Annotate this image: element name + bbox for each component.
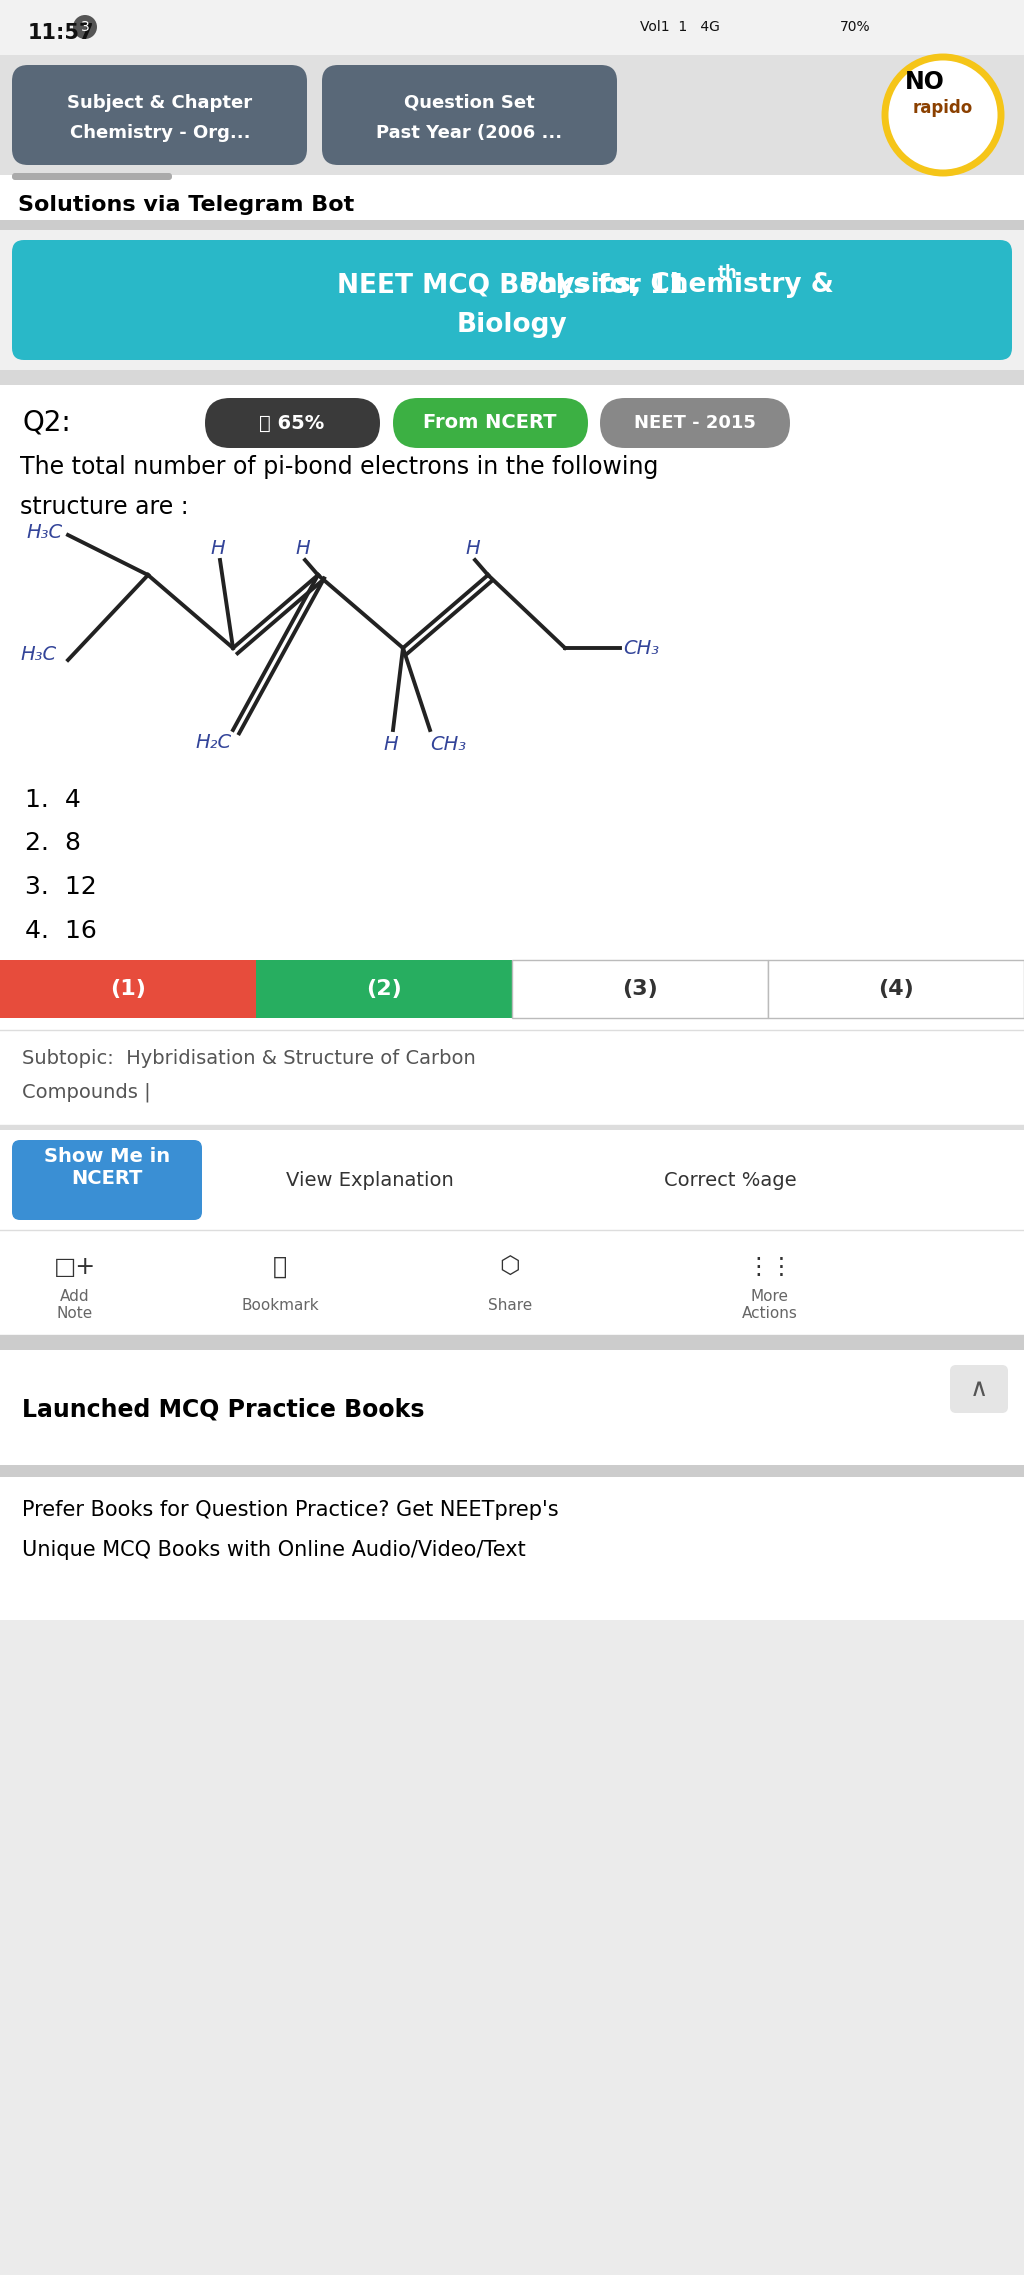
Bar [0,1126,1024,1135]
Text: 1.  4: 1. 4 [25,787,81,812]
Text: The total number of pi-bond electrons in the following: The total number of pi-bond electrons in… [20,455,658,480]
Text: Vol1  1   4G: Vol1 1 4G [640,20,724,34]
FancyBboxPatch shape [12,239,1012,359]
Text: Subtopic:  Hybridisation & Structure of Carbon: Subtopic: Hybridisation & Structure of C… [22,1049,476,1067]
Text: Correct %age: Correct %age [664,1172,797,1190]
Text: H: H [295,539,309,557]
Text: rapido: rapido [912,100,973,116]
Text: Prefer Books for Question Practice? Get NEETprep's: Prefer Books for Question Practice? Get … [22,1499,559,1520]
Bar [512,960,768,1017]
Bar [256,960,512,1017]
Bar [0,1335,1024,1349]
FancyBboxPatch shape [12,173,172,180]
Bar [0,1465,1024,1476]
Text: Past Year (2006 ...: Past Year (2006 ... [376,125,562,141]
Bar [0,1131,1024,1231]
Text: 4.  16: 4. 16 [25,919,97,944]
Text: □+: □+ [54,1256,96,1279]
Text: CH₃: CH₃ [623,639,659,657]
Text: th: th [718,264,737,282]
Circle shape [885,57,1001,173]
Text: ∧: ∧ [970,1376,988,1401]
Text: H₃C: H₃C [20,646,56,664]
Bar [0,1349,1024,1465]
Text: Unique MCQ Books with Online Audio/Video/Text: Unique MCQ Books with Online Audio/Video… [22,1540,525,1561]
FancyBboxPatch shape [12,66,307,166]
Bar [0,384,1024,1486]
Bar [0,371,1024,384]
Text: (4): (4) [879,978,913,999]
Bar [0,1476,1024,1620]
Text: (3): (3) [623,978,657,999]
Text: NEET MCQ Books for 11: NEET MCQ Books for 11 [337,273,687,298]
Text: structure are :: structure are : [20,496,188,519]
Text: Bookmark: Bookmark [242,1297,318,1313]
FancyBboxPatch shape [393,398,588,448]
Text: Compounds |: Compounds | [22,1083,151,1101]
Bar [0,230,1024,371]
Text: NEET - 2015: NEET - 2015 [634,414,756,432]
Text: 11:57: 11:57 [28,23,94,43]
Text: More
Actions: More Actions [742,1290,798,1322]
Text: 👍 65%: 👍 65% [259,414,325,432]
Text: NO: NO [905,71,945,93]
Text: Share: Share [487,1297,532,1313]
Bar [0,0,1024,55]
Text: 3: 3 [81,20,89,34]
Text: Biology: Biology [457,312,567,339]
Text: Q2:: Q2: [22,407,71,437]
Text: H₂C: H₂C [195,733,231,753]
Bar [0,1240,1024,1335]
Text: Physics, Chemistry &: Physics, Chemistry & [190,273,834,298]
Text: Subject & Chapter: Subject & Chapter [68,93,253,111]
Text: H: H [465,539,479,557]
FancyBboxPatch shape [205,398,380,448]
Text: ⬡: ⬡ [500,1256,520,1279]
Text: H: H [383,735,397,755]
Text: View Explanation: View Explanation [286,1172,454,1190]
FancyBboxPatch shape [950,1365,1008,1413]
Bar [0,55,1024,175]
Text: Question Set: Question Set [403,93,535,111]
Text: (2): (2) [367,978,401,999]
Text: CH₃: CH₃ [430,735,466,755]
Text: Launched MCQ Practice Books: Launched MCQ Practice Books [22,1399,425,1422]
FancyBboxPatch shape [322,66,617,166]
Text: Solutions via Telegram Bot: Solutions via Telegram Bot [18,196,354,216]
Text: (1): (1) [110,978,146,999]
Text: H: H [210,539,224,557]
Text: H₃C: H₃C [26,523,62,541]
Text: 70%: 70% [840,20,870,34]
FancyBboxPatch shape [600,398,790,448]
Text: 3.  12: 3. 12 [25,876,96,899]
Text: 🔖: 🔖 [273,1256,287,1279]
Bar [0,1620,1024,2275]
Bar [0,175,1024,225]
Bar [0,960,256,1017]
Text: 2.  8: 2. 8 [25,830,81,855]
Bar [0,221,1024,230]
Text: Show Me in
NCERT: Show Me in NCERT [44,1147,170,1188]
Text: From NCERT: From NCERT [423,414,557,432]
Text: Add
Note: Add Note [57,1290,93,1322]
FancyBboxPatch shape [12,1140,202,1219]
Bar [768,960,1024,1017]
Text: Chemistry - Org...: Chemistry - Org... [70,125,250,141]
Text: ⋮⋮: ⋮⋮ [746,1256,794,1279]
Circle shape [73,16,97,39]
